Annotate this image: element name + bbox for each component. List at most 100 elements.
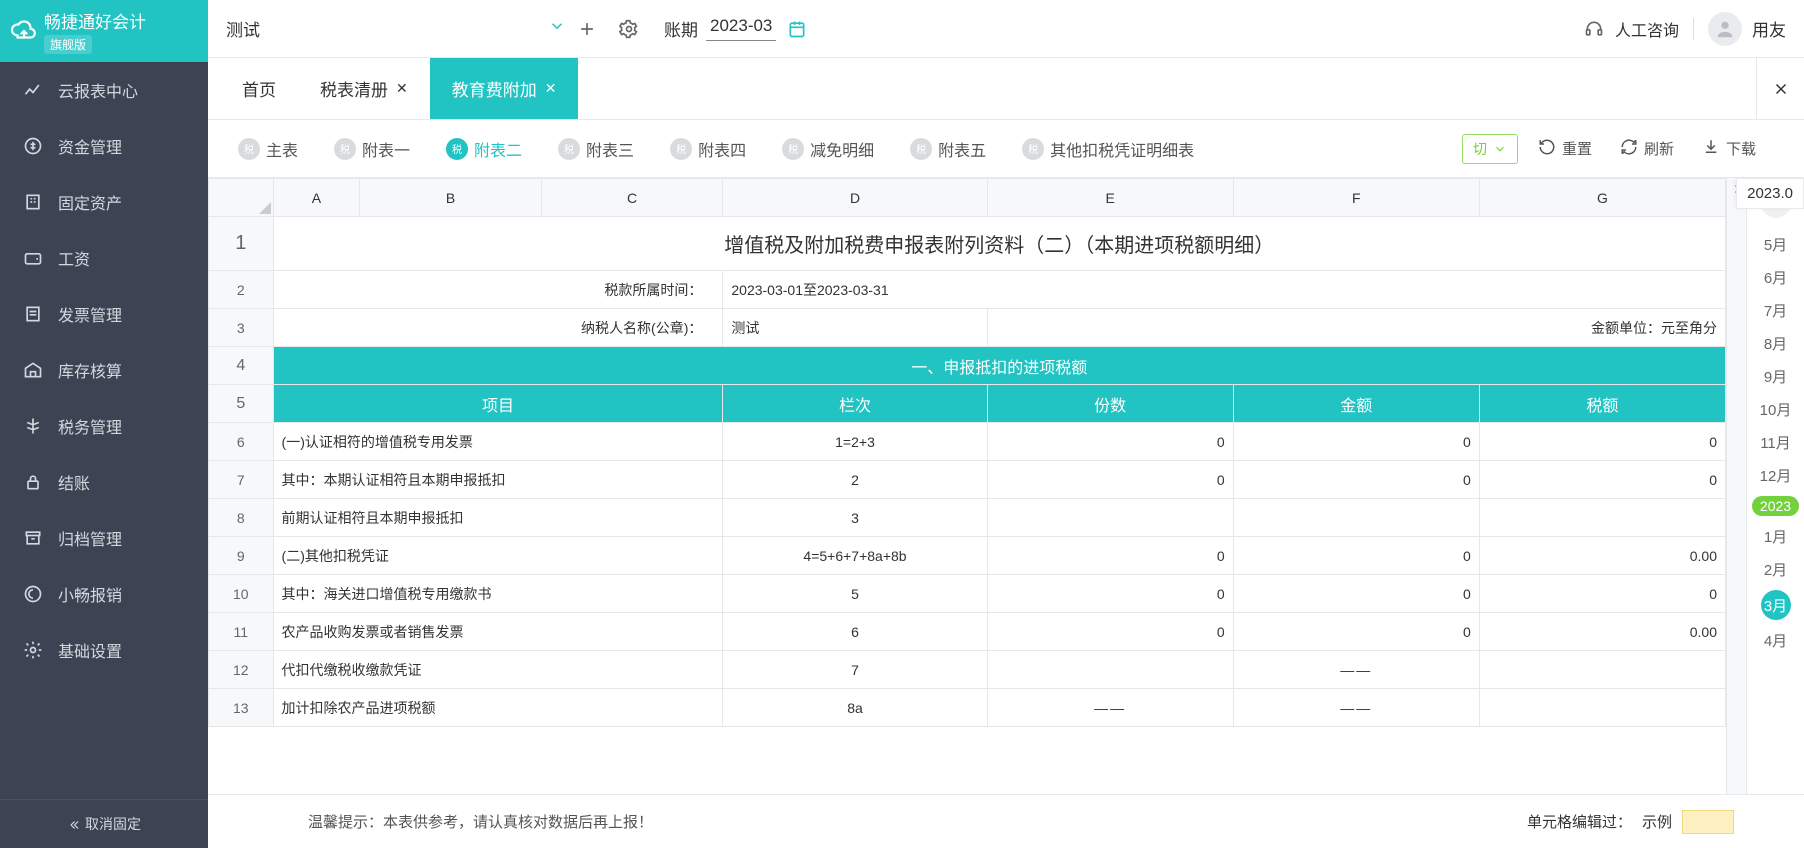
cell-amount[interactable]: 0 <box>1233 461 1479 499</box>
period-picker[interactable]: 2023-03 <box>706 16 776 41</box>
row-number[interactable]: 7 <box>209 461 274 499</box>
cell-item[interactable]: 其中：海关进口增值税专用缴款书 <box>273 575 723 613</box>
month-item[interactable]: 12月 <box>1747 459 1804 492</box>
month-item[interactable]: 6月 <box>1747 261 1804 294</box>
cell-item[interactable]: 加计扣除农产品进项税额 <box>273 689 723 727</box>
sidebar-unpin-button[interactable]: 取消固定 <box>0 799 208 848</box>
month-item[interactable]: 10月 <box>1747 393 1804 426</box>
sidebar-item-report[interactable]: 云报表中心 <box>0 62 208 118</box>
month-item[interactable]: 5月 <box>1747 228 1804 261</box>
download-button[interactable]: 下载 <box>1702 138 1756 160</box>
sidebar-item-stock[interactable]: 库存核算 <box>0 342 208 398</box>
cell-col[interactable]: 2 <box>723 461 987 499</box>
refresh-button[interactable]: 刷新 <box>1620 138 1674 160</box>
sidebar-item-settings[interactable]: 基础设置 <box>0 622 208 678</box>
tab-education-surcharge[interactable]: 教育费附加✕ <box>430 58 579 119</box>
sidebar-item-fund[interactable]: 资金管理 <box>0 118 208 174</box>
cell-count[interactable]: 0 <box>987 423 1233 461</box>
tab-taxlist[interactable]: 税表清册✕ <box>298 58 430 119</box>
row-number[interactable]: 3 <box>209 309 274 347</box>
year-badge[interactable]: 2023 <box>1752 496 1799 516</box>
row-number[interactable]: 10 <box>209 575 274 613</box>
subtab-dedup[interactable]: 税减免明细 <box>772 131 884 167</box>
cell-col[interactable]: 1=2+3 <box>723 423 987 461</box>
cell-col[interactable]: 5 <box>723 575 987 613</box>
cell-amount[interactable]: 0 <box>1233 423 1479 461</box>
subtab-other[interactable]: 税其他扣税凭证明细表 <box>1012 131 1204 167</box>
cell-amount[interactable]: 0 <box>1233 613 1479 651</box>
month-item[interactable]: 11月 <box>1747 426 1804 459</box>
row-number[interactable]: 8 <box>209 499 274 537</box>
sidebar-item-archive[interactable]: 归档管理 <box>0 510 208 566</box>
month-item[interactable]: 7月 <box>1747 294 1804 327</box>
cell-count[interactable]: 0 <box>987 613 1233 651</box>
cell-col[interactable]: 6 <box>723 613 987 651</box>
calendar-icon[interactable] <box>786 18 808 40</box>
cell-amount[interactable]: 0 <box>1233 575 1479 613</box>
row-number[interactable]: 5 <box>209 385 274 423</box>
cell-item[interactable]: (二)其他扣税凭证 <box>273 537 723 575</box>
row-number[interactable]: 2 <box>209 271 274 309</box>
cell-col[interactable]: 8a <box>723 689 987 727</box>
user-name[interactable]: 用友 <box>1752 16 1786 41</box>
month-item[interactable]: 8月 <box>1747 327 1804 360</box>
cell-col[interactable]: 4=5+6+7+8a+8b <box>723 537 987 575</box>
cell-tax[interactable]: 0.00 <box>1479 537 1725 575</box>
cell-col[interactable]: 3 <box>723 499 987 537</box>
cell-tax[interactable]: 0 <box>1479 423 1725 461</box>
row-number[interactable]: 6 <box>209 423 274 461</box>
company-select[interactable]: 测试 <box>226 16 566 41</box>
reset-button[interactable]: 重置 <box>1538 138 1592 160</box>
cell-tax[interactable]: 0 <box>1479 461 1725 499</box>
cell-count[interactable]: —— <box>987 689 1233 727</box>
col-header[interactable]: F <box>1233 179 1479 217</box>
select-all-corner[interactable] <box>209 179 274 217</box>
cell-count[interactable]: 0 <box>987 575 1233 613</box>
subtab-fb2[interactable]: 税附表二 <box>436 131 532 167</box>
cell-item[interactable]: 前期认证相符且本期申报抵扣 <box>273 499 723 537</box>
cell-amount[interactable] <box>1233 499 1479 537</box>
cell-amount[interactable]: 0 <box>1233 537 1479 575</box>
sidebar-item-salary[interactable]: 工资 <box>0 230 208 286</box>
expand-panel-button[interactable] <box>1726 178 1746 794</box>
cell-amount[interactable]: —— <box>1233 651 1479 689</box>
cell-tax[interactable]: 0 <box>1479 575 1725 613</box>
subtab-fb3[interactable]: 税附表三 <box>548 131 644 167</box>
subtab-fb1[interactable]: 税附表一 <box>324 131 420 167</box>
cell-count[interactable]: 0 <box>987 461 1233 499</box>
sidebar-item-expense[interactable]: 小畅报销 <box>0 566 208 622</box>
subtab-fb5[interactable]: 税附表五 <box>900 131 996 167</box>
col-header[interactable]: D <box>723 179 987 217</box>
sidebar-item-invoice[interactable]: 发票管理 <box>0 286 208 342</box>
add-button[interactable] <box>576 18 598 40</box>
row-number[interactable]: 13 <box>209 689 274 727</box>
tab-home[interactable]: 首页 <box>220 58 298 119</box>
spreadsheet[interactable]: A B C D E F G 1增值税及附加税费申报表附列资料（二）（本期进项税额… <box>208 178 1726 794</box>
row-number[interactable]: 9 <box>209 537 274 575</box>
cell-item[interactable]: 农产品收购发票或者销售发票 <box>273 613 723 651</box>
sidebar-item-close[interactable]: 结账 <box>0 454 208 510</box>
subtab-fb4[interactable]: 税附表四 <box>660 131 756 167</box>
col-header[interactable]: G <box>1479 179 1725 217</box>
col-header[interactable]: B <box>360 179 542 217</box>
cell-item[interactable]: 其中：本期认证相符且本期申报抵扣 <box>273 461 723 499</box>
cell-tax[interactable]: 0.00 <box>1479 613 1725 651</box>
month-item-active[interactable]: 3月 <box>1761 590 1791 620</box>
switch-button[interactable]: 切 <box>1462 134 1518 164</box>
row-number[interactable]: 11 <box>209 613 274 651</box>
col-header[interactable]: E <box>987 179 1233 217</box>
cell-item[interactable]: (一)认证相符的增值税专用发票 <box>273 423 723 461</box>
month-item[interactable]: 2月 <box>1747 553 1804 586</box>
cell-count[interactable] <box>987 499 1233 537</box>
row-number[interactable]: 4 <box>209 347 274 385</box>
cell-tax[interactable] <box>1479 689 1725 727</box>
close-icon[interactable]: ✕ <box>396 80 408 97</box>
month-item[interactable]: 4月 <box>1747 624 1804 657</box>
sidebar-item-asset[interactable]: 固定资产 <box>0 174 208 230</box>
consult-link[interactable]: 人工咨询 <box>1615 17 1679 41</box>
cell-tax[interactable] <box>1479 651 1725 689</box>
settings-button[interactable] <box>618 18 640 40</box>
close-all-tabs[interactable] <box>1756 58 1804 119</box>
month-item[interactable]: 1月 <box>1747 520 1804 553</box>
month-item[interactable]: 9月 <box>1747 360 1804 393</box>
